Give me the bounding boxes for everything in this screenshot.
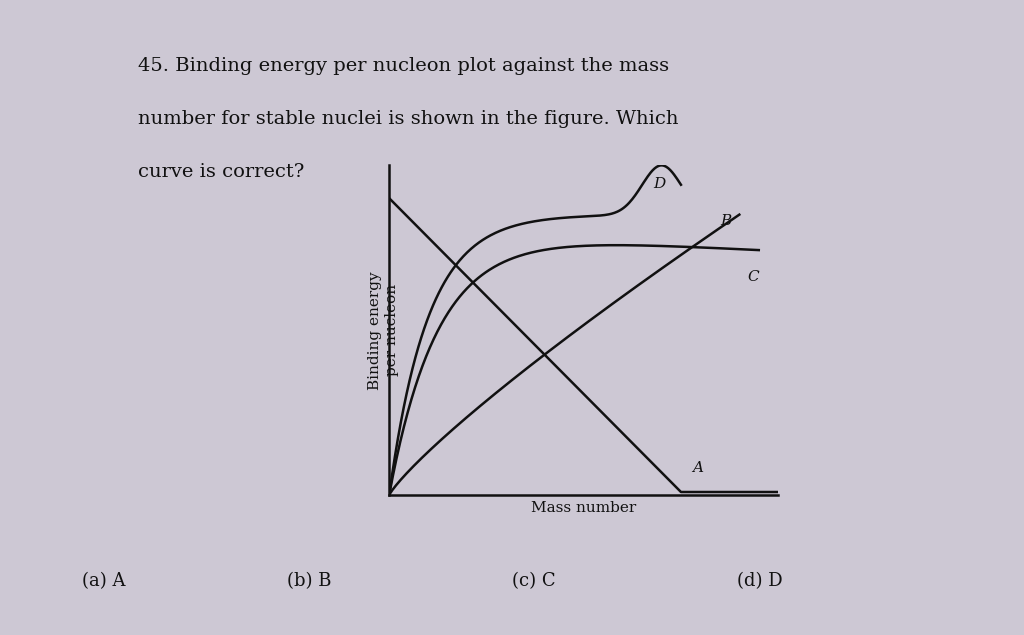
X-axis label: Mass number: Mass number [531, 501, 636, 515]
Text: (c) C: (c) C [512, 572, 556, 590]
Text: 45. Binding energy per nucleon plot against the mass: 45. Binding energy per nucleon plot agai… [138, 57, 670, 75]
Text: number for stable nuclei is shown in the figure. Which: number for stable nuclei is shown in the… [138, 110, 679, 128]
Text: C: C [748, 270, 759, 284]
Y-axis label: Binding energy
per nucleon: Binding energy per nucleon [369, 271, 398, 389]
Text: (b) B: (b) B [287, 572, 331, 590]
Text: curve is correct?: curve is correct? [138, 163, 304, 180]
Text: (d) D: (d) D [737, 572, 783, 590]
Text: B: B [720, 213, 731, 227]
Text: (a) A: (a) A [82, 572, 125, 590]
Text: D: D [653, 177, 666, 191]
Text: A: A [692, 461, 703, 475]
